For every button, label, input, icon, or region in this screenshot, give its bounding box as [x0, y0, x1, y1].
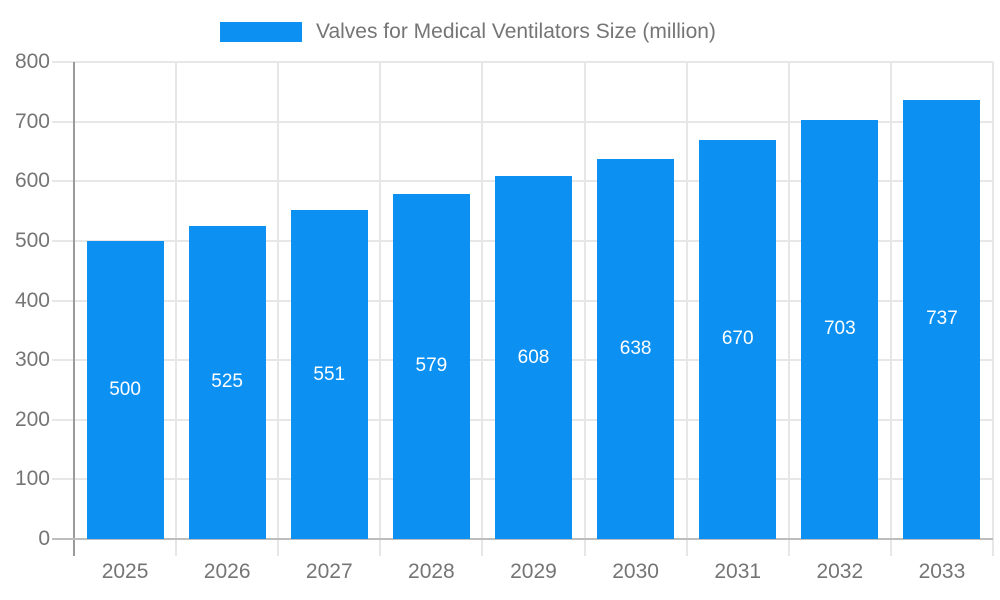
x-tick-label: 2031	[714, 560, 762, 583]
x-tick-label: 2025	[101, 560, 149, 583]
bar-value-label: 551	[313, 363, 346, 385]
h-gridline	[74, 120, 993, 123]
v-gridline	[992, 62, 994, 556]
y-tick-label: 800	[14, 50, 50, 73]
x-tick-label: 2029	[510, 560, 557, 583]
y-tick-label: 0	[38, 527, 50, 550]
v-gridline	[481, 62, 484, 556]
bar-value-label: 638	[619, 337, 652, 359]
bar-value-label: 608	[517, 346, 550, 368]
bar-value-label: 737	[926, 308, 958, 330]
v-gridline	[889, 62, 892, 556]
x-tick-label: 2032	[816, 560, 864, 583]
bar[interactable]	[801, 119, 879, 539]
y-axis-tick	[52, 478, 74, 481]
legend[interactable]: Valves for Medical Ventilators Size (mil…	[220, 21, 716, 43]
x-tick-label: 2033	[918, 560, 966, 583]
y-tick-label: 400	[14, 288, 50, 312]
y-axis-tick	[52, 239, 74, 242]
bar-value-label: 670	[721, 328, 754, 350]
bar[interactable]	[290, 210, 368, 539]
v-gridline	[379, 62, 382, 556]
y-tick-label: 500	[14, 228, 50, 252]
y-tick-label: 300	[14, 348, 50, 372]
bar-value-label: 525	[211, 371, 243, 393]
x-tick-label: 2027	[305, 560, 353, 583]
x-tick-label: 2026	[203, 560, 251, 583]
y-tick-label: 100	[14, 467, 50, 491]
x-tick-label: 2028	[408, 560, 455, 583]
y-tick-label: 700	[14, 109, 50, 133]
bar[interactable]	[188, 225, 266, 539]
h-gridline	[74, 61, 993, 63]
v-gridline	[277, 62, 280, 556]
v-gridline	[175, 62, 178, 556]
bar[interactable]	[392, 193, 470, 539]
bar[interactable]	[699, 139, 777, 539]
bar[interactable]	[903, 99, 981, 539]
legend-swatch-icon	[220, 22, 302, 42]
y-tick-label: 200	[14, 407, 50, 431]
v-gridline	[685, 62, 688, 556]
x-axis-line	[52, 538, 993, 540]
bar[interactable]	[86, 240, 164, 539]
y-axis-tick	[52, 359, 74, 362]
bar[interactable]	[597, 158, 675, 539]
bar-value-label: 500	[109, 378, 141, 400]
v-gridline	[787, 62, 790, 556]
bar[interactable]	[495, 176, 572, 539]
v-gridline	[583, 62, 586, 556]
bar-value-label: 579	[415, 355, 448, 377]
y-axis-tick	[52, 418, 74, 421]
y-axis-tick	[52, 61, 74, 63]
y-axis-tick	[52, 180, 74, 183]
y-axis-tick	[52, 120, 74, 123]
bar-value-label: 703	[823, 318, 856, 340]
legend-label: Valves for Medical Ventilators Size (mil…	[316, 20, 716, 43]
y-axis-tick	[52, 299, 74, 302]
y-tick-label: 600	[14, 169, 50, 193]
x-tick-label: 2030	[612, 560, 659, 583]
y-axis-line	[73, 62, 75, 556]
